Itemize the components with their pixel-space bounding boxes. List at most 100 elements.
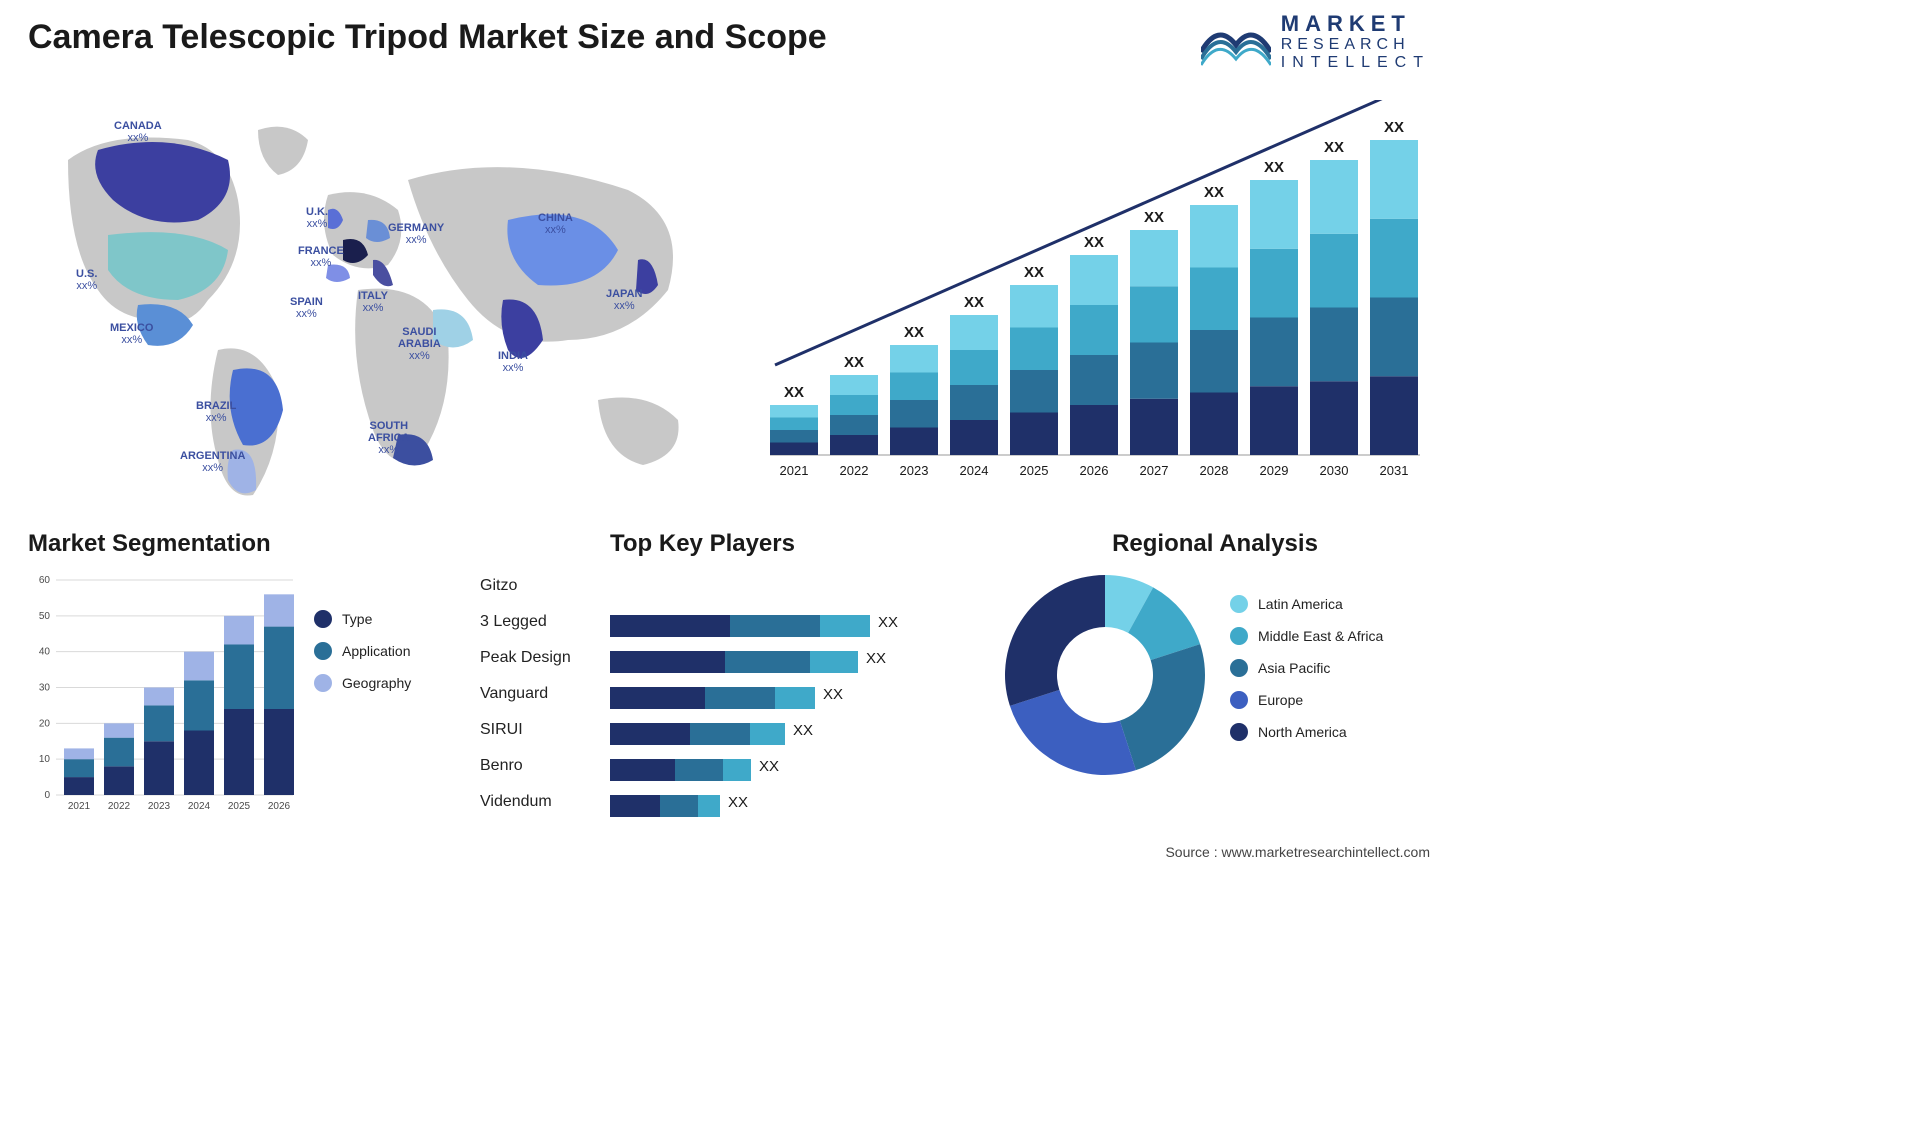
svg-text:10: 10 [39,754,51,765]
svg-text:2025: 2025 [1020,463,1049,478]
map-label: CHINAxx% [538,212,573,236]
svg-text:2022: 2022 [108,801,131,812]
players-list: Gitzo3 LeggedXXPeak DesignXXVanguardXXSI… [480,570,980,818]
player-label: Benro [480,750,610,782]
growth-chart: XX 2021 XX 2022 XX 2023 XX 2024 XX 2025 XX 2026 XX 20… [750,100,1430,495]
legend-item: Geography [314,674,411,692]
svg-text:2029: 2029 [1260,463,1289,478]
page-title: Camera Telescopic Tripod Market Size and… [28,18,827,57]
svg-text:2028: 2028 [1200,463,1229,478]
player-row: BenroXX [480,750,980,782]
segmentation-legend: Type Application Geography [314,570,411,820]
player-row: VidendumXX [480,786,980,818]
player-label: Videndum [480,786,610,818]
logo-line2: RESEARCH [1281,36,1430,54]
map-label: U.S.xx% [76,268,97,292]
map-label: SPAINxx% [290,296,323,320]
svg-text:XX: XX [1204,184,1224,201]
svg-text:XX: XX [1144,209,1164,226]
source-text: Source : www.marketresearchintellect.com [1165,844,1430,860]
map-label: MEXICOxx% [110,322,153,346]
svg-text:60: 60 [39,575,51,586]
player-bar: XX [610,646,890,670]
player-label: Gitzo [480,570,610,602]
player-label: 3 Legged [480,606,610,638]
map-label: ARGENTINAxx% [180,450,245,474]
regional-donut [1000,570,1210,780]
player-bar: XX [610,610,890,634]
svg-text:0: 0 [44,790,50,801]
player-row: Peak DesignXX [480,642,980,674]
svg-text:2022: 2022 [840,463,869,478]
regional-title: Regional Analysis [1000,530,1430,558]
svg-text:XX: XX [1084,234,1104,251]
brand-logo: MARKET RESEARCH INTELLECT [1201,12,1430,71]
svg-text:2025: 2025 [228,801,251,812]
growth-chart-panel: XX 2021 XX 2022 XX 2023 XX 2024 XX 2025 XX 2026 XX 20… [750,100,1430,495]
svg-text:XX: XX [1024,264,1044,281]
svg-text:2023: 2023 [900,463,929,478]
svg-text:2024: 2024 [188,801,211,812]
map-label: U.K.xx% [306,206,328,230]
player-label: SIRUI [480,714,610,746]
regional-panel: Regional Analysis Latin America Middle Ea… [1000,530,1430,830]
map-label: FRANCExx% [298,245,344,269]
logo-line3: INTELLECT [1281,54,1430,72]
legend-item: Application [314,642,411,660]
legend-item: Middle East & Africa [1230,627,1383,645]
svg-text:XX: XX [784,384,804,401]
svg-text:50: 50 [39,611,51,622]
players-panel: Top Key Players Gitzo3 LeggedXXPeak Desi… [480,530,980,830]
segmentation-chart: 0 10 20 30 40 50 60 2021 2022 2023 2024 2025 2026 [28,570,298,820]
legend-item: Asia Pacific [1230,659,1383,677]
map-label: INDIAxx% [498,350,528,374]
player-row: SIRUIXX [480,714,980,746]
player-label: Peak Design [480,642,610,674]
map-label: JAPANxx% [606,288,642,312]
players-title: Top Key Players [610,530,980,558]
svg-text:XX: XX [844,354,864,371]
svg-text:2031: 2031 [1380,463,1409,478]
map-label: ITALYxx% [358,290,388,314]
svg-text:2024: 2024 [960,463,989,478]
svg-text:2023: 2023 [148,801,171,812]
svg-text:2030: 2030 [1320,463,1349,478]
legend-item: Latin America [1230,595,1383,613]
svg-text:XX: XX [904,324,924,341]
player-bar: XX [610,682,890,706]
map-label: CANADAxx% [114,120,162,144]
player-label: Vanguard [480,678,610,710]
svg-text:2027: 2027 [1140,463,1169,478]
world-map-panel: CANADAxx% U.S.xx% MEXICOxx% BRAZILxx% ARGENT… [28,100,728,500]
legend-item: North America [1230,723,1383,741]
svg-text:XX: XX [1324,139,1344,156]
player-bar: XX [610,790,890,814]
logo-icon [1201,17,1271,67]
regional-legend: Latin America Middle East & Africa Asia Pa… [1230,595,1383,755]
svg-text:XX: XX [964,294,984,311]
segmentation-panel: Market Segmentation 0 10 20 30 40 50 60 2021 202… [28,530,468,830]
svg-text:2021: 2021 [780,463,809,478]
svg-text:XX: XX [1264,159,1284,176]
player-row: VanguardXX [480,678,980,710]
player-bar: XX [610,718,890,742]
legend-item: Type [314,610,411,628]
map-label: BRAZILxx% [196,400,236,424]
svg-text:20: 20 [39,718,51,729]
svg-text:2026: 2026 [268,801,291,812]
player-row: 3 LeggedXX [480,606,980,638]
svg-text:30: 30 [39,683,51,694]
player-bar: XX [610,754,890,778]
player-row: Gitzo [480,570,980,602]
player-bar [610,574,890,598]
segmentation-title: Market Segmentation [28,530,468,558]
map-label: GERMANYxx% [388,222,444,246]
svg-text:XX: XX [1384,119,1404,136]
svg-text:40: 40 [39,647,51,658]
svg-text:2026: 2026 [1080,463,1109,478]
map-label: SAUDIARABIAxx% [398,326,441,362]
svg-text:2021: 2021 [68,801,91,812]
logo-line1: MARKET [1281,12,1430,36]
legend-item: Europe [1230,691,1383,709]
map-label: SOUTHAFRICAxx% [368,420,410,456]
